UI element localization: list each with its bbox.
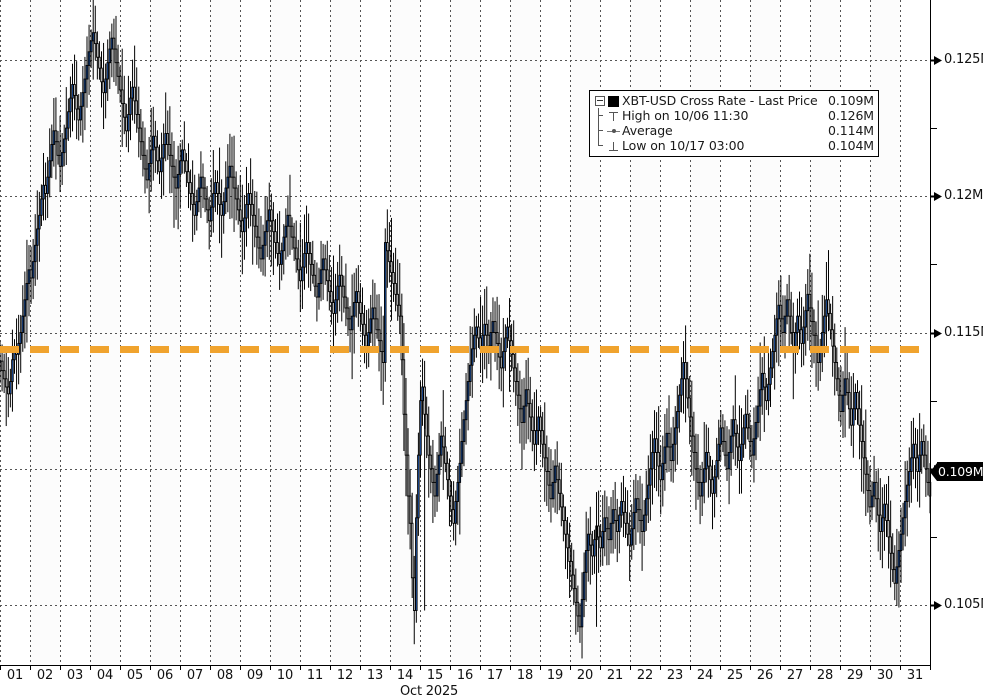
legend-row[interactable]: Average 0.114M (593, 123, 874, 138)
x-axis-tick-label: 27 (786, 668, 804, 683)
x-axis-title: Oct 2025 (400, 684, 459, 699)
legend-value: 0.126M (828, 108, 874, 123)
x-axis-tick-label: 06 (156, 668, 174, 683)
tree-branch-icon (593, 123, 606, 138)
x-axis-tick-label: 03 (66, 668, 84, 683)
x-axis-tick-label: 26 (756, 668, 774, 683)
x-axis-tick-label: 24 (696, 668, 714, 683)
legend-label: Low on 10/17 03:00 (622, 138, 745, 153)
chart-legend[interactable]: XBT-USD Cross Rate - Last Price 0.109M Hig… (589, 90, 879, 157)
high-marker-icon (606, 108, 621, 123)
x-axis-tick-label: 21 (606, 668, 624, 683)
x-axis-tick-label: 13 (366, 668, 384, 683)
x-axis-tick-label: 02 (36, 668, 54, 683)
legend-value: 0.109M (828, 93, 874, 108)
x-axis-tick-label: 15 (426, 668, 444, 683)
x-axis-tick-label: 12 (336, 668, 354, 683)
legend-row[interactable]: Low on 10/17 03:00 0.104M (593, 138, 874, 153)
legend-value: 0.104M (828, 138, 874, 153)
last-price-arrow-icon (930, 462, 937, 481)
x-axis-tick-label: 08 (216, 668, 234, 683)
price-series-bars (0, 0, 932, 659)
background-bands (30, 0, 900, 665)
x-axis-tick-label: 16 (456, 668, 474, 683)
legend-row[interactable]: XBT-USD Cross Rate - Last Price 0.109M (593, 93, 874, 108)
legend-label: XBT-USD Cross Rate - Last Price (622, 93, 818, 108)
average-marker-icon (606, 123, 621, 138)
x-axis-tick-label: 17 (486, 668, 504, 683)
x-axis-tick-label: 01 (6, 668, 24, 683)
x-axis-tick-label: 07 (186, 668, 204, 683)
last-price-tag: 0.109M (930, 462, 983, 481)
y-axis-tick-label: 0.12M (944, 188, 983, 204)
tree-branch-end-icon (593, 138, 606, 153)
x-axis-tick-label: 31 (906, 668, 924, 683)
x-axis-tick-label: 05 (126, 668, 144, 683)
x-axis-tick-label: 28 (816, 668, 834, 683)
legend-collapse-icon[interactable] (593, 93, 606, 108)
y-axis-tick-label: 0.125M (944, 51, 983, 67)
x-axis-tick-label: 22 (636, 668, 654, 683)
x-axis-tick-label: 20 (576, 668, 594, 683)
x-axis-tick-label: 10 (276, 668, 294, 683)
x-axis-tick-label: 19 (546, 668, 564, 683)
x-axis-tick-label: 29 (846, 668, 864, 683)
x-axis-tick-label: 04 (96, 668, 114, 683)
x-axis-tick-label: 09 (246, 668, 264, 683)
x-axis-tick-label: 11 (306, 668, 324, 683)
low-marker-icon (606, 138, 621, 153)
legend-value: 0.114M (828, 123, 874, 138)
legend-label: Average (622, 123, 673, 138)
legend-row[interactable]: High on 10/06 11:30 0.126M (593, 108, 874, 123)
y-axis-tick-label: 0.105M (944, 597, 983, 613)
series-color-swatch-icon (606, 93, 621, 108)
y-axis-tick-label: 0.115M (944, 324, 983, 340)
x-axis-tick-label: 30 (876, 668, 894, 683)
last-price-value: 0.109M (937, 462, 983, 481)
x-axis-tick-label: 18 (516, 668, 534, 683)
legend-label: High on 10/06 11:30 (622, 108, 749, 123)
x-axis-tick-label: 25 (726, 668, 744, 683)
tree-branch-icon (593, 108, 606, 123)
x-axis-tick-label: 14 (396, 668, 414, 683)
x-axis-tick-label: 23 (666, 668, 684, 683)
